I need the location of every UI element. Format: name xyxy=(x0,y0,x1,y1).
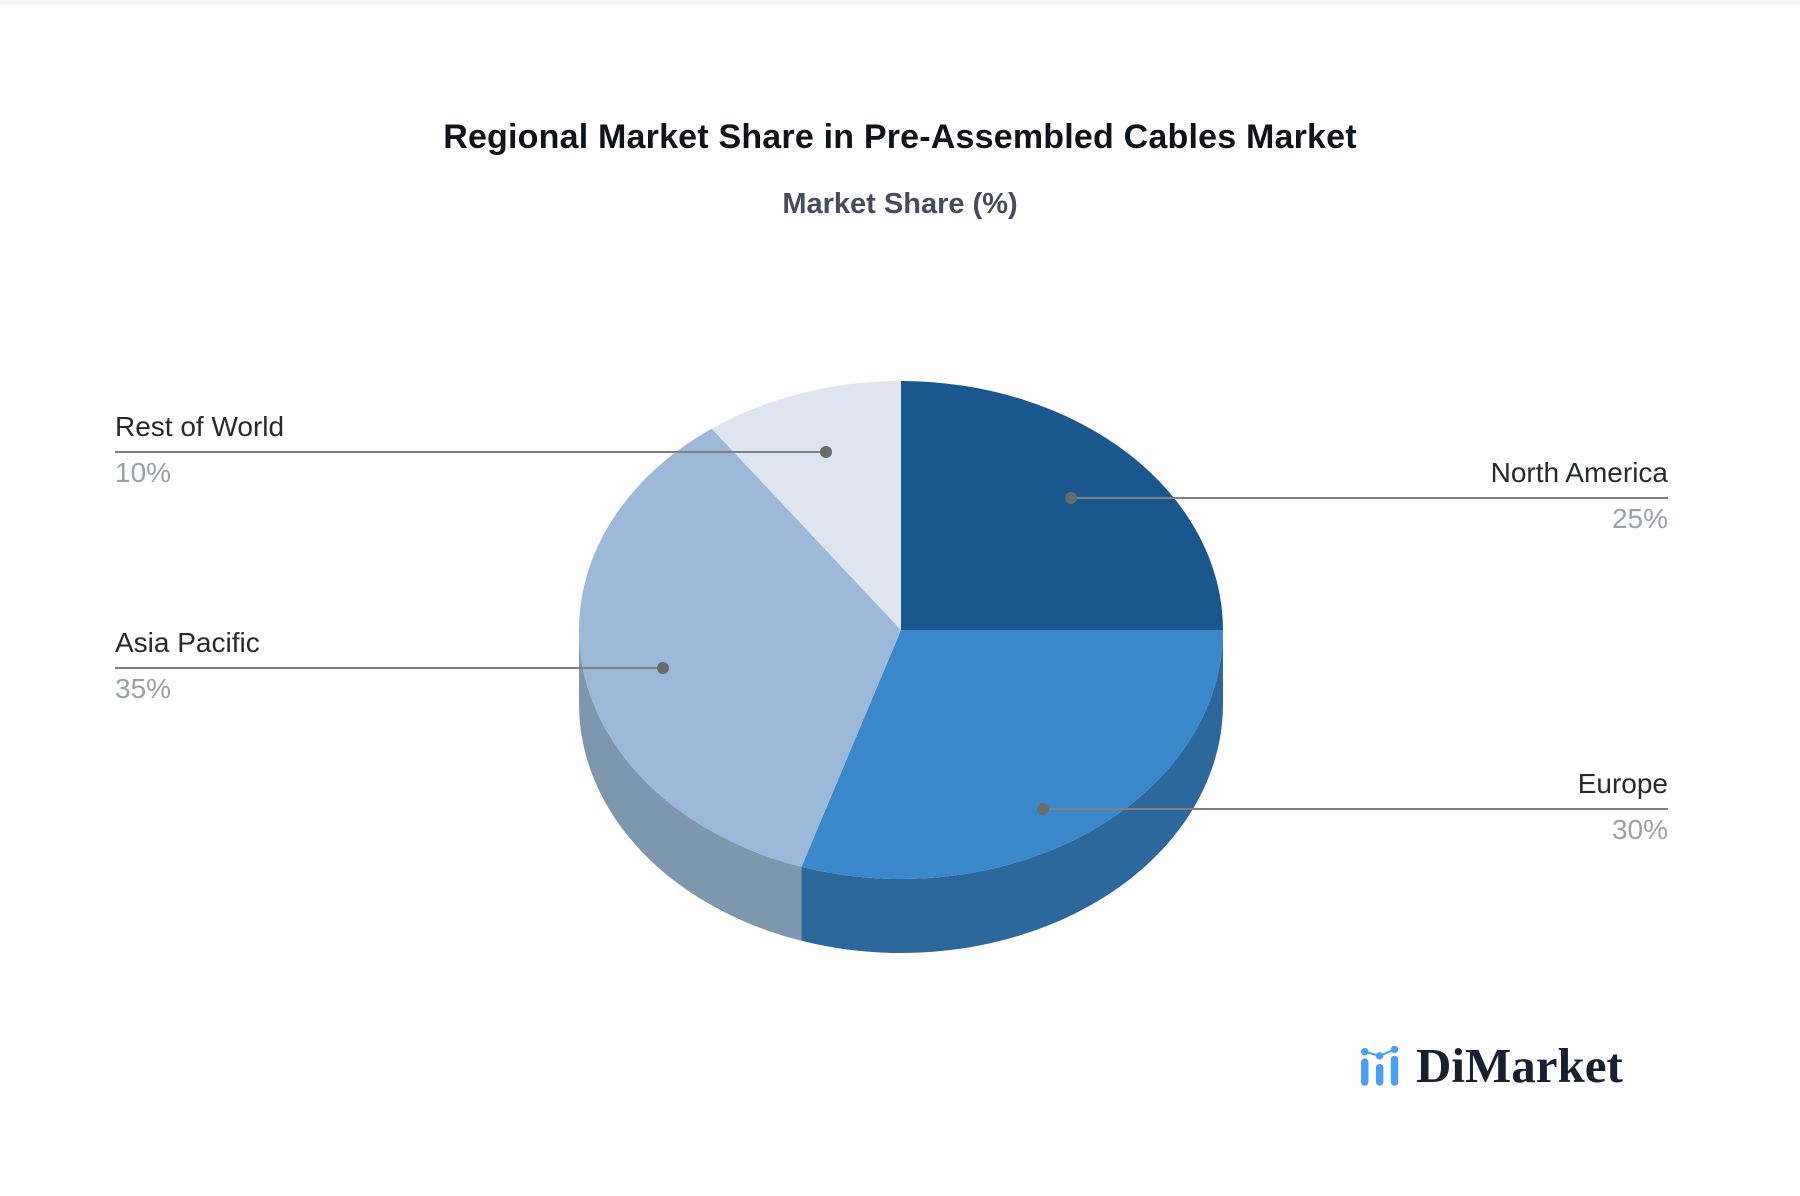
pie-slice-north-america[interactable] xyxy=(901,381,1223,630)
pie-slice-europe[interactable] xyxy=(801,630,1224,879)
leader-dot-europe xyxy=(1037,803,1049,815)
slice-label-north-america: North America xyxy=(1490,457,1668,488)
logo-text: DiMarket xyxy=(1416,1038,1623,1093)
slice-percentage-rest-of-world: 10% xyxy=(115,457,172,488)
pie-slice-asia-pacific[interactable] xyxy=(579,428,901,867)
slice-pct-callout-rest-of-world: 10% xyxy=(115,456,171,490)
leader-dot-north-america xyxy=(1065,492,1077,504)
slice-pct-callout-asia-pacific: 35% xyxy=(115,672,171,706)
slice-pct-callout-north-america: 25% xyxy=(1268,502,1668,536)
slice-callout-europe: Europe xyxy=(1268,767,1668,801)
chart-subtitle: Market Share (%) xyxy=(782,188,1018,220)
slice-label-rest-of-world: Rest of World xyxy=(115,411,285,442)
chart-title: Regional Market Share in Pre-Assembled C… xyxy=(443,118,1357,156)
dimarket-logo: DiMarket xyxy=(1360,1034,1623,1098)
slice-label-europe: Europe xyxy=(1577,768,1668,799)
slice-label-asia-pacific: Asia Pacific xyxy=(115,627,260,658)
slice-percentage-north-america: 25% xyxy=(1611,503,1668,534)
top-strip xyxy=(0,0,1800,5)
slice-callout-north-america: North America xyxy=(1268,456,1668,490)
slice-pct-callout-europe: 30% xyxy=(1268,813,1668,847)
leader-dot-asia-pacific xyxy=(657,662,669,674)
pie-side-europe xyxy=(801,630,1223,953)
slice-callout-asia-pacific: Asia Pacific xyxy=(115,626,260,660)
slice-callout-rest-of-world: Rest of World xyxy=(115,410,284,444)
bar-line-chart-icon xyxy=(1361,1046,1399,1086)
slice-percentage-europe: 30% xyxy=(1611,814,1668,845)
leader-dot-rest-of-world xyxy=(820,446,832,458)
pie-slice-rest-of-world[interactable] xyxy=(711,381,901,630)
slice-percentage-asia-pacific: 35% xyxy=(115,673,172,704)
pie-side-asia-pacific xyxy=(579,630,802,941)
